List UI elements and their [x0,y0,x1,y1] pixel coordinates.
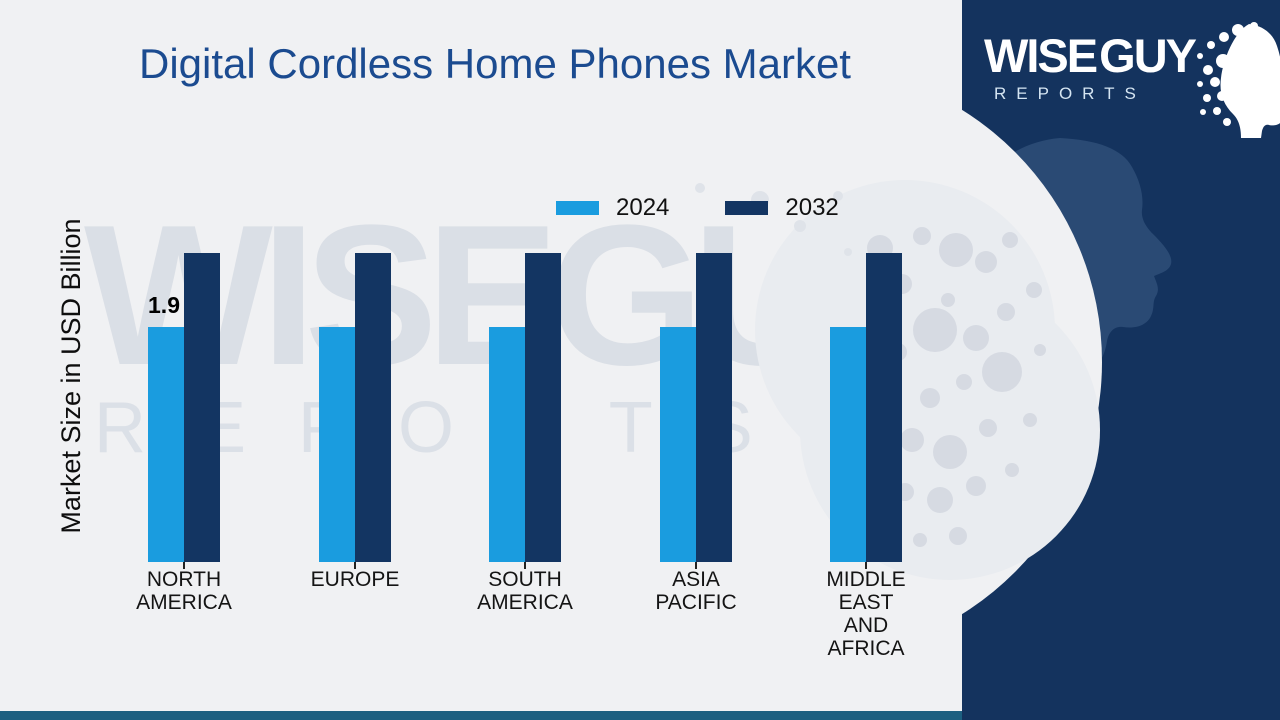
chart-title: Digital Cordless Home Phones Market [139,40,851,87]
brand-logo: WISE GUY REPORTS [984,22,1280,138]
bar-2024-asia-pacific [660,327,696,562]
bar-2032-middle-east-and-africa [866,253,902,562]
bar-2024-north-america [148,327,184,562]
brand-logo-sub: REPORTS [994,83,1146,103]
bar-2024-south-america [489,327,525,562]
dotted-head-profile-icon [1197,22,1280,138]
y-axis-label: Market Size in USD Billion [56,218,86,534]
bar-2032-asia-pacific [696,253,732,562]
axis-tick [695,562,697,569]
category-label: ASIA PACIFIC [655,568,737,614]
bar-2024-middle-east-and-africa [830,327,866,562]
category-label: NORTH AMERICA [136,568,232,614]
legend-swatch [556,201,599,215]
bar-2032-north-america [184,253,220,562]
category-label: MIDDLE EAST AND AFRICA [826,568,906,660]
data-label: 1.9 [148,291,180,318]
axis-tick [354,562,356,569]
bar-2032-south-america [525,253,561,562]
axis-tick [865,562,867,569]
legend-item-2032[interactable]: 2032 [725,194,839,222]
axis-tick [524,562,526,569]
legend-swatch [725,201,769,215]
bar-2024-europe [319,327,355,562]
chart-legend: 2024 2032 [556,194,839,222]
bottom-accent-strip [0,711,1280,720]
legend-label: 2024 [616,194,670,221]
legend-item-2024[interactable]: 2024 [556,194,669,222]
category-label: SOUTH AMERICA [477,568,573,614]
axis-tick [183,562,185,569]
brand-logo-wordmark: WISE GUY [984,29,1197,82]
bar-2032-europe [355,253,391,562]
category-label: EUROPE [310,568,400,591]
legend-label: 2032 [785,194,839,221]
